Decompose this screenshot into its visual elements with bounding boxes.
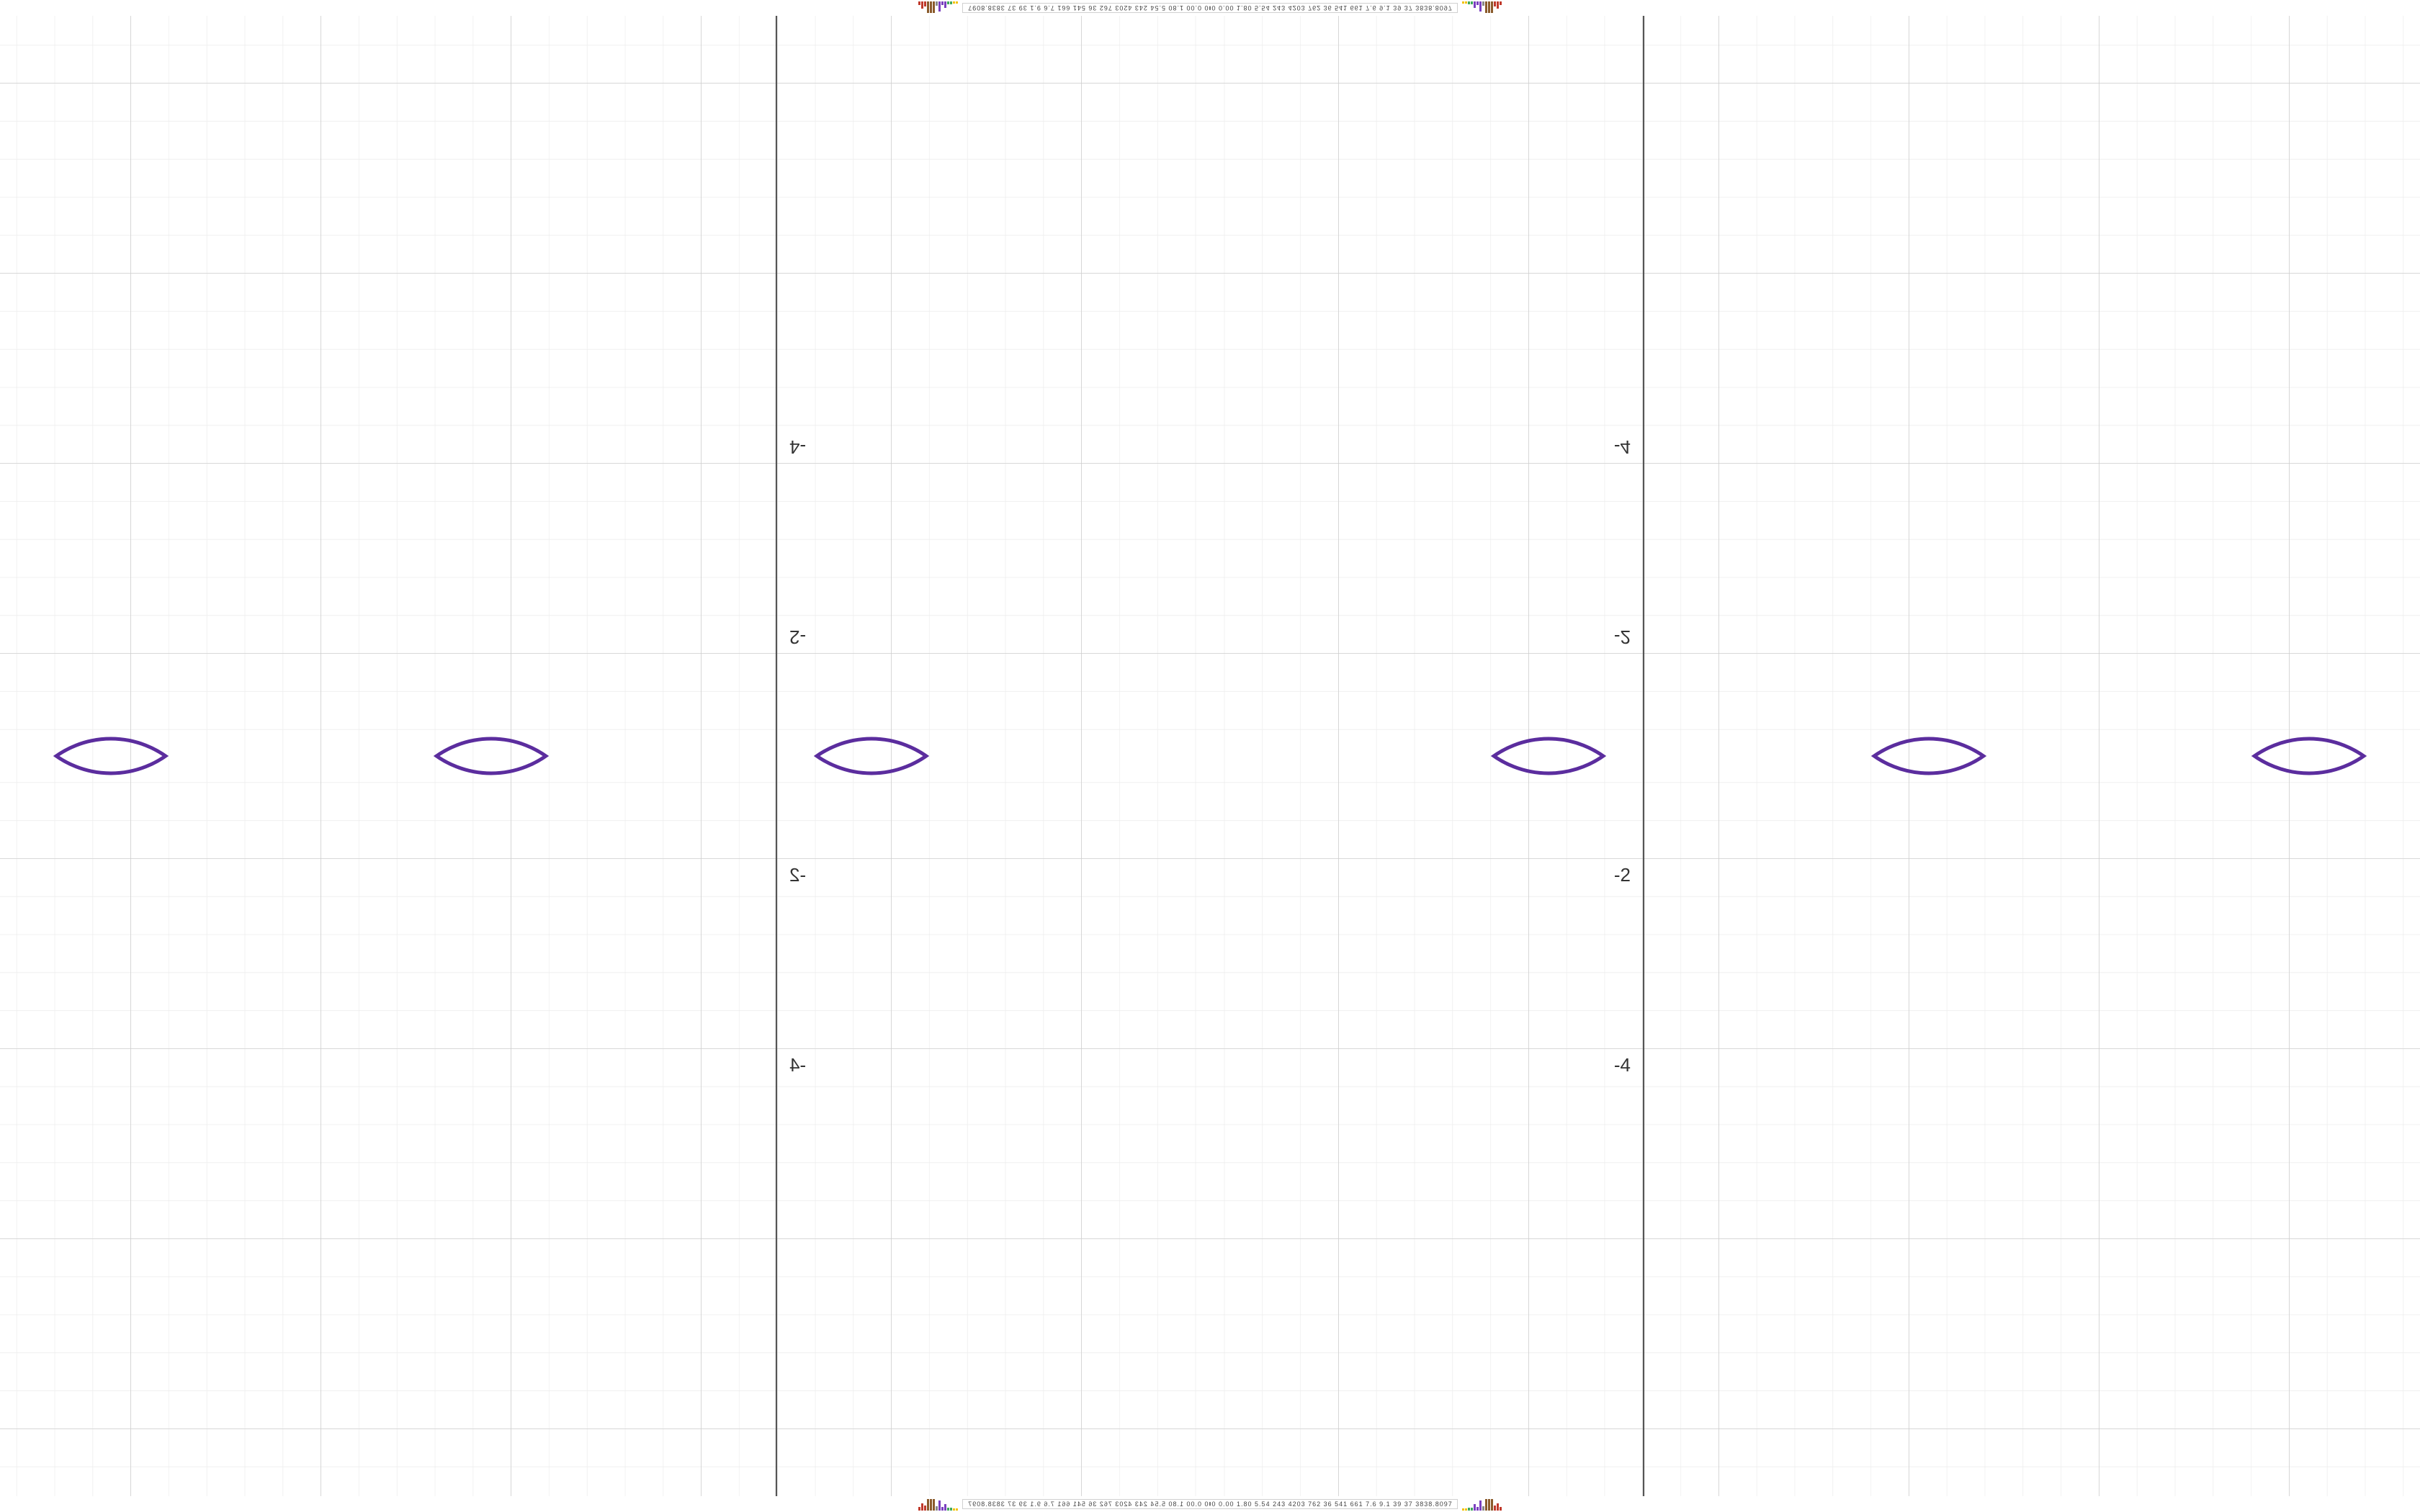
graph-canvas[interactable]: -4 -2 0 2 4 6 8 2 -2 -4 [1210,756,2420,1496]
desmos-page-mirror-h: Fake sinusoids ✕ + — ▢ ✕ ← → ⟳ ⭳ [0,756,1210,1512]
svg-text:-2: -2 [789,864,806,886]
desmos-body: + + ↶ ↷ ⚙ « 1 [1210,756,2420,1496]
quadrant-bottom-right: Fake sinusoids ✕ + — ▢ ✕ ← → ⟳ ⭳ [1210,756,2420,1512]
stats-text: 0.00 0.00 1.80 5.54 243 4203 762 36 541 … [962,1499,1210,1509]
desmos-page: Fake sinusoids ✕ + — ▢ ✕ ← → ⟳ ⭳ [1210,756,2420,1512]
svg-text:-4: -4 [1614,1054,1631,1076]
svg-text:-4: -4 [1614,436,1631,458]
svg-text:-4: -4 [789,1054,806,1076]
quadrant-top-right: Fake sinusoids ✕ + — ▢ ✕ ← → ⟳ ⭳ [1210,0,2420,756]
stats-text: 0.00 0.00 1.80 5.54 243 4203 762 36 541 … [1210,1499,1458,1509]
sparkline-graph [918,1498,959,1511]
graph-svg: -4 -2 0 2 4 6 8 2 -2 -4 [1210,756,2420,1496]
system-stats-strip: 0.00 0.00 1.80 5.54 243 4203 762 36 541 … [0,1496,1210,1512]
desmos-body: + + ↶ ↷ ⚙ « 1 [0,16,1210,756]
desmos-app: Fake sinusoids Save Copy desmos Log In o… [0,16,1210,756]
svg-text:-2: -2 [789,626,806,648]
desmos-app: Fake sinusoids Save Copy desmos Log In o… [1210,756,2420,1496]
desmos-body: + + ↶ ↷ ⚙ « 1 [0,756,1210,1496]
sparkline-graph [1461,1498,1502,1511]
system-stats-strip: 0.00 0.00 1.80 5.54 243 4203 762 36 541 … [0,0,1210,16]
system-stats-strip: 0.00 0.00 1.80 5.54 243 4203 762 36 541 … [1210,1496,2420,1512]
quadrant-bottom-left: Fake sinusoids ✕ + — ▢ ✕ ← → ⟳ ⭳ [0,756,1210,1512]
sparkline-graph [918,1,959,14]
sparkline-graph [1461,1,1502,14]
desmos-app: Fake sinusoids Save Copy desmos Log In o… [0,756,1210,1496]
svg-text:-2: -2 [1614,864,1631,886]
graph-svg: -4 -2 0 2 4 6 8 2 -2 -4 [0,756,1210,1496]
graph-canvas[interactable]: -4 -2 0 2 4 6 8 2 -2 -4 [0,756,1210,1496]
stats-text: 0.00 0.00 1.80 5.54 243 4203 762 36 541 … [962,3,1210,13]
graph-canvas[interactable]: -4 -2 0 2 4 6 8 2 -2 -4 [0,16,1210,756]
graph-svg: -4 -2 0 2 4 6 8 2 -2 -4 [0,16,1210,756]
graph-canvas[interactable]: -4 -2 0 2 4 6 8 2 -2 -4 [1210,16,2420,756]
graph-svg: -4 -2 0 2 4 6 8 2 -2 -4 [1210,16,2420,756]
svg-text:-4: -4 [789,436,806,458]
stats-text: 0.00 0.00 1.80 5.54 243 4203 762 36 541 … [1210,3,1458,13]
desmos-app: Fake sinusoids Save Copy desmos Log In o… [1210,16,2420,756]
system-stats-strip: 0.00 0.00 1.80 5.54 243 4203 762 36 541 … [1210,0,2420,16]
desmos-page-mirror-v: Fake sinusoids ✕ + — ▢ ✕ ← → ⟳ ⭳ [1210,0,2420,756]
svg-text:-2: -2 [1614,626,1631,648]
desmos-body: + + ↶ ↷ ⚙ « 1 [1210,16,2420,756]
desmos-page-mirror-hv: Fake sinusoids ✕ + — ▢ ✕ ← → ⟳ ⭳ [0,0,1210,756]
quadrant-top-left: Fake sinusoids ✕ + — ▢ ✕ ← → ⟳ ⭳ [0,0,1210,756]
